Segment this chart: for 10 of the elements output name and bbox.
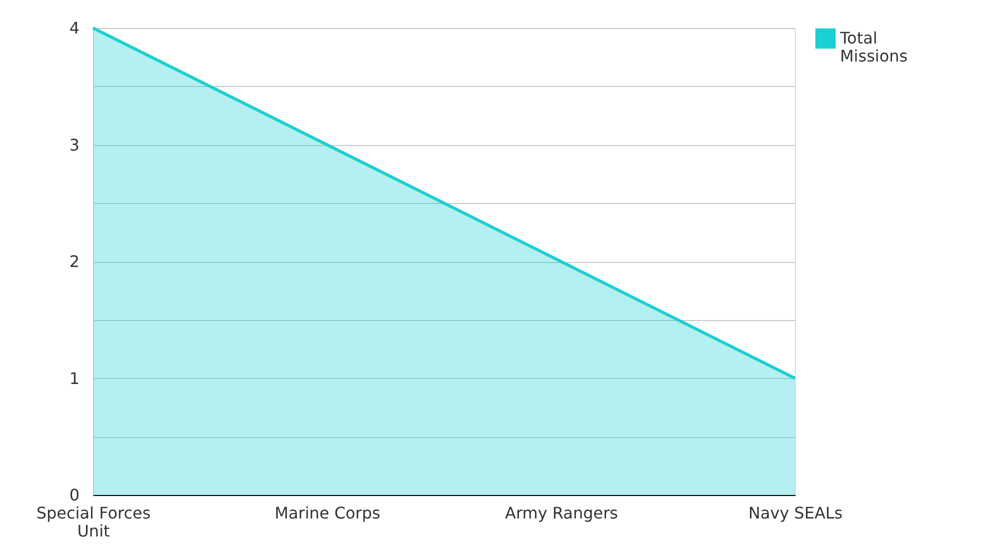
x-tick-label: Special Forces Unit (36, 504, 151, 540)
x-tick-label: Army Rangers (504, 504, 618, 522)
y-tick-label: 0 (69, 486, 80, 504)
x-tick-label: Marine Corps (274, 504, 380, 522)
y-tick-label: 3 (69, 135, 80, 154)
y-tick-label: 2 (69, 252, 80, 271)
y-tick-label: 4 (69, 18, 80, 38)
legend-label: Total Missions (839, 28, 908, 66)
y-tick-label: 1 (69, 368, 80, 388)
x-tick-label: Navy SEALs (748, 504, 843, 522)
